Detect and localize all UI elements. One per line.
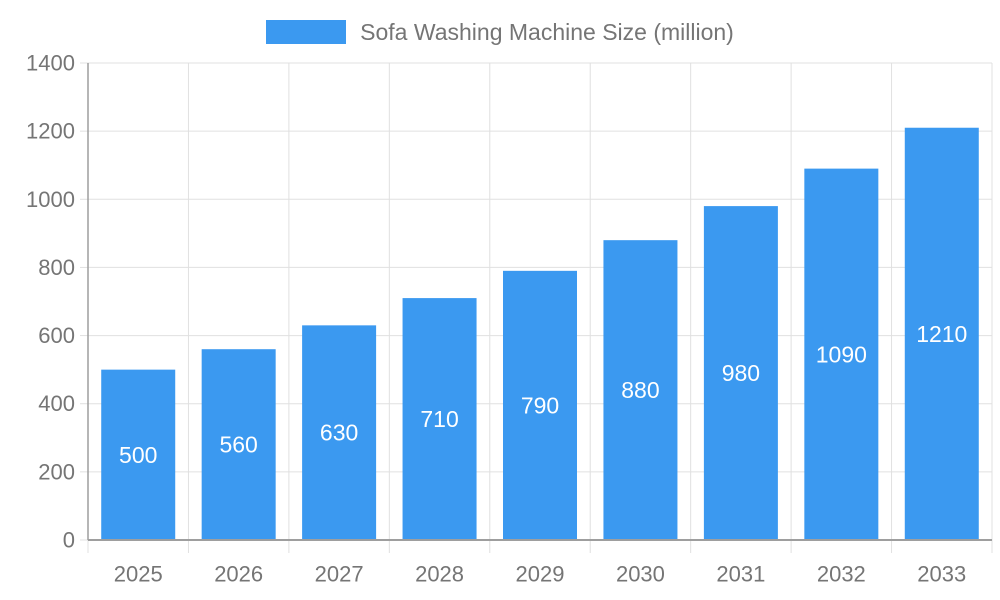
- y-tick-label: 200: [38, 459, 75, 484]
- bar-2025[interactable]: [101, 369, 176, 540]
- bar-2026[interactable]: [201, 349, 276, 540]
- x-tick-label: 2030: [616, 562, 665, 587]
- legend-label: Sofa Washing Machine Size (million): [360, 18, 734, 45]
- bar-2027[interactable]: [302, 325, 377, 540]
- bar-value-label: 880: [621, 377, 659, 403]
- bar-value-label: 1090: [816, 341, 867, 367]
- y-tick-label: 600: [38, 323, 75, 348]
- x-tick-label: 2026: [214, 562, 263, 587]
- bar-2029[interactable]: [503, 270, 577, 540]
- y-tick-label: 1200: [26, 119, 75, 144]
- x-tick-label: 2025: [114, 562, 163, 587]
- x-tick-label: 2032: [817, 562, 866, 587]
- bar-2030[interactable]: [603, 240, 678, 540]
- x-tick-label: 2027: [315, 562, 364, 587]
- x-tick-label: 2028: [415, 562, 464, 587]
- y-tick-label: 1400: [26, 51, 75, 76]
- bar-value-label: 500: [119, 442, 157, 468]
- bar-2031[interactable]: [703, 206, 778, 540]
- bar-value-label: 630: [320, 420, 358, 446]
- chart-legend[interactable]: Sofa Washing Machine Size (million): [0, 16, 1000, 48]
- bar-2032[interactable]: [804, 168, 879, 540]
- bar-value-label: 710: [420, 406, 458, 432]
- y-tick-label: 0: [63, 528, 75, 553]
- y-tick-label: 400: [38, 391, 75, 416]
- x-tick-label: 2031: [716, 562, 765, 587]
- x-tick-label: 2033: [917, 562, 966, 587]
- legend-swatch: [266, 20, 347, 44]
- x-tick-label: 2029: [516, 562, 565, 587]
- y-tick-label: 1000: [26, 187, 75, 212]
- bar-value-label: 980: [722, 360, 760, 386]
- bar-2028[interactable]: [402, 298, 477, 540]
- bar-value-label: 790: [521, 392, 559, 418]
- y-tick-label: 800: [38, 255, 75, 280]
- bar-value-label: 560: [219, 432, 257, 458]
- bar-value-label: 1210: [916, 321, 967, 347]
- bar-2033[interactable]: [904, 127, 979, 540]
